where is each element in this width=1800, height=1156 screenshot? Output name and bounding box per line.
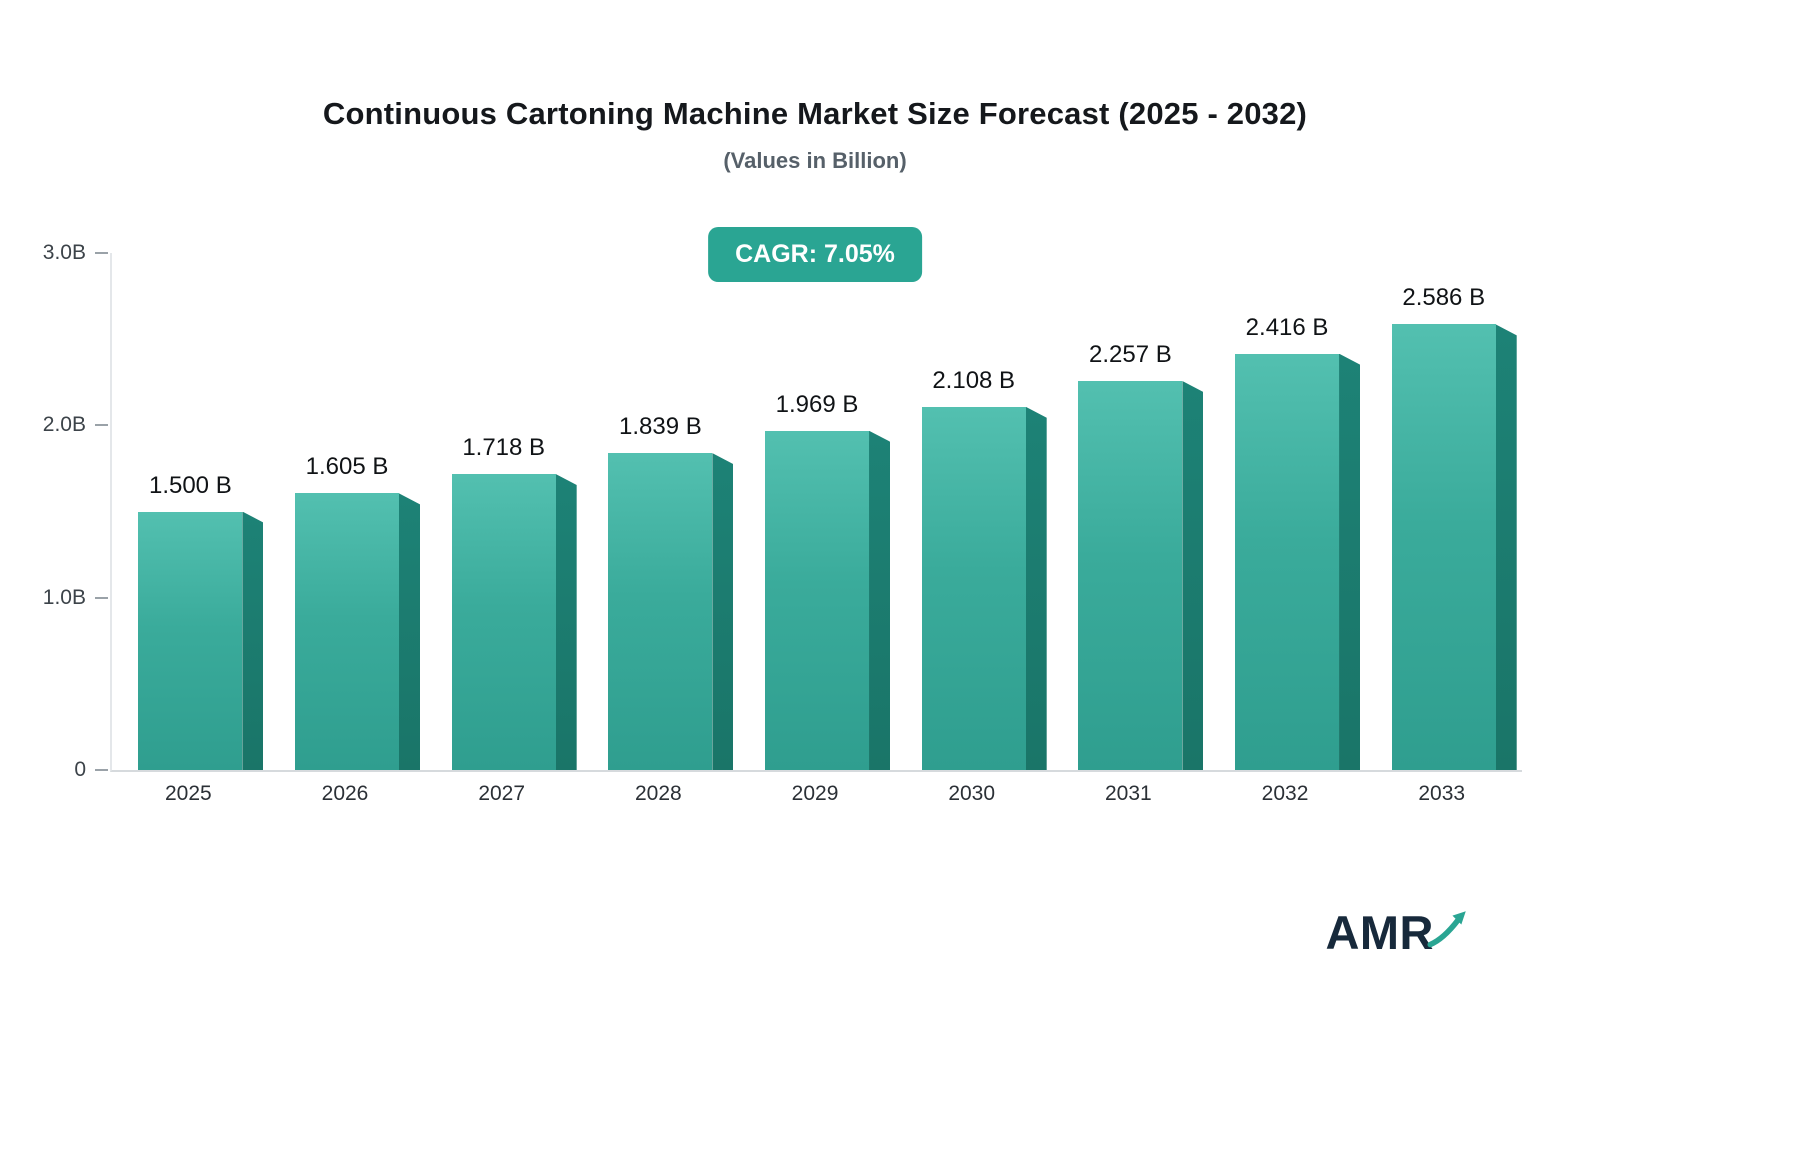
- chart-title: Continuous Cartoning Machine Market Size…: [322, 96, 1308, 131]
- x-axis-label: 2030: [948, 782, 996, 805]
- y-axis-tick: 0: [8, 758, 108, 782]
- x-axis-label: 2029: [791, 782, 839, 805]
- y-axis-tick-mark: [95, 596, 108, 599]
- bar-slot: 2.108 B: [895, 253, 1052, 770]
- x-axis-label: 2025: [164, 782, 212, 805]
- bar-side: [1025, 406, 1047, 770]
- bar: [138, 511, 264, 770]
- bar: [1391, 324, 1517, 770]
- bar-slot: 1.839 B: [582, 253, 739, 770]
- bar-side: [555, 473, 577, 770]
- y-axis-tick: 3.0B: [8, 241, 108, 265]
- bar-slot: 2.257 B: [1052, 253, 1209, 770]
- bar: [295, 493, 420, 770]
- bar-value-label: 1.718 B: [462, 433, 546, 461]
- bar-value-label: 2.416 B: [1245, 313, 1329, 341]
- bar-side: [1495, 324, 1517, 770]
- y-axis-tick: 2.0B: [8, 413, 108, 437]
- y-axis-tick-label: 1.0B: [42, 585, 86, 609]
- x-axis-label: 2026: [321, 782, 369, 805]
- bar-slot: 2.586 B: [1365, 253, 1522, 770]
- bar-slot: 2.416 B: [1209, 253, 1366, 770]
- bar: [921, 406, 1047, 770]
- x-axis-label: 2031: [1105, 782, 1152, 805]
- logo-text: AMR: [1325, 906, 1434, 959]
- bar-value-label: 1.839 B: [618, 413, 702, 441]
- bar: [608, 453, 734, 770]
- y-axis-tick-mark: [95, 424, 108, 427]
- bar-side: [712, 453, 734, 770]
- bars-row: 1.500 B 1.605 B 1.718 B 1.839 B 1.969 B 2.108…: [112, 253, 1522, 770]
- logo: AMR: [1325, 909, 1470, 956]
- bar-side: [1182, 381, 1204, 770]
- bar-value-label: 2.108 B: [932, 366, 1016, 394]
- bar-side: [1339, 353, 1361, 770]
- plot-area: 1.500 B 1.605 B 1.718 B 1.839 B 1.969 B 2.108…: [43, 241, 1522, 781]
- bar-value-label: 2.257 B: [1089, 341, 1172, 369]
- bar-value-label: 1.605 B: [305, 453, 389, 481]
- y-axis-tick-mark: [95, 252, 108, 254]
- bar: [1078, 381, 1204, 770]
- cagr-badge: CAGR: 7.05%: [708, 227, 922, 282]
- bar-value-label: 2.586 B: [1402, 284, 1486, 312]
- bar-value-label: 1.500 B: [148, 471, 232, 499]
- y-axis-tick-label: 0: [74, 758, 86, 781]
- bar: [765, 430, 891, 770]
- bar: [1235, 353, 1361, 770]
- bar-side: [399, 493, 420, 770]
- x-axis-label: 2032: [1261, 782, 1309, 805]
- bar: [451, 473, 577, 770]
- chart-subtitle: (Values in Billion): [723, 148, 907, 173]
- bar-side: [242, 511, 264, 770]
- y-axis-tick-mark: [95, 769, 108, 771]
- y-axis-tick-label: 3.0B: [42, 241, 86, 264]
- x-axis-labels: 2025 2026 2027 2028 2029 2030 2031 2032 2033: [110, 782, 1520, 806]
- bar-slot: 1.969 B: [739, 253, 896, 770]
- growth-arrow-icon: [1426, 909, 1470, 954]
- y-axis-tick-label: 2.0B: [42, 413, 86, 437]
- bar-slot: 1.718 B: [425, 253, 582, 770]
- x-axis-label: 2033: [1418, 782, 1466, 805]
- x-axis-label: 2028: [634, 782, 682, 805]
- bar-slot: 1.500 B: [112, 253, 269, 770]
- bar-value-label: 1.969 B: [775, 390, 859, 418]
- x-axis-label: 2027: [478, 782, 526, 805]
- heading-zone: Continuous Cartoning Machine Market Size…: [0, 0, 1630, 174]
- bar-slot: 1.605 B: [269, 253, 426, 770]
- y-axis-tick: 1.0B: [8, 586, 108, 610]
- bar-side: [869, 430, 891, 770]
